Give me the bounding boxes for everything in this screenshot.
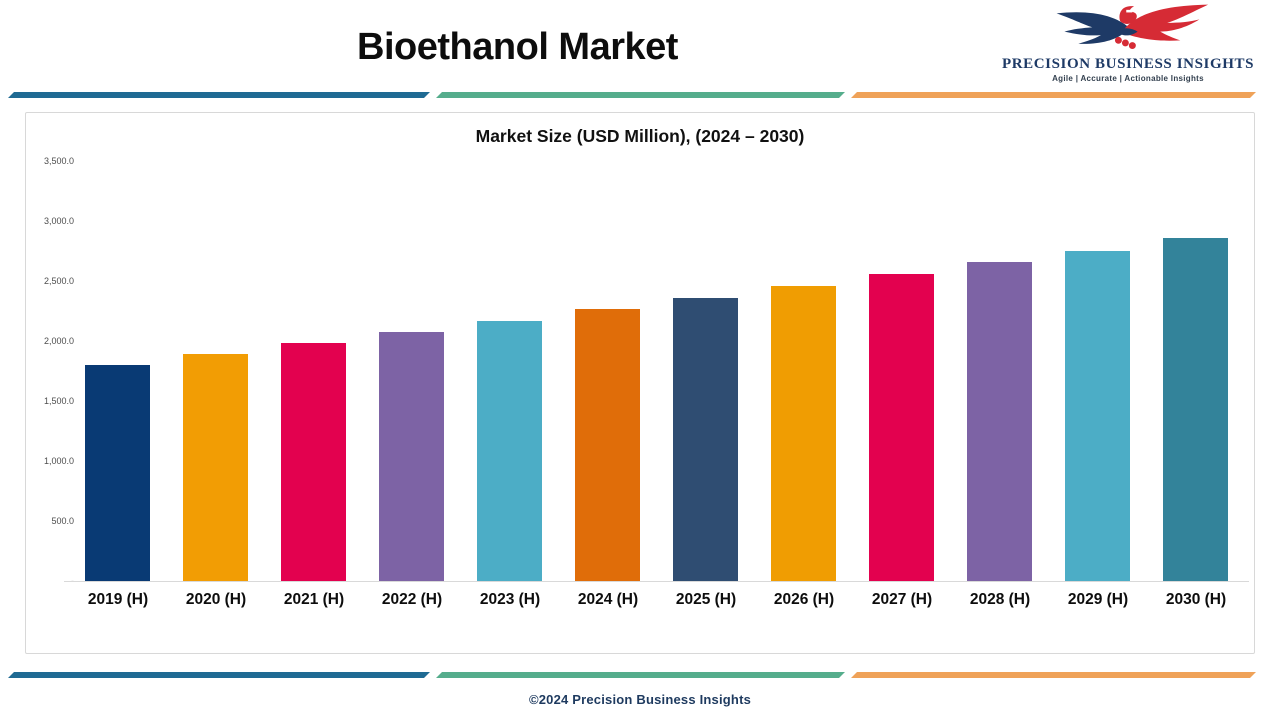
y-tick-label: 3,000.0: [43, 216, 74, 226]
x-axis-label: 2028 (H): [969, 591, 1031, 608]
y-tick-label: 2,500.0: [43, 276, 74, 286]
x-axis-label: 2020 (H): [185, 591, 247, 608]
divider-segment-green: [436, 92, 845, 98]
bar-slot: 2025 (H): [657, 113, 755, 653]
y-tick-label: 2,000.0: [43, 336, 74, 346]
top-divider: [0, 92, 1280, 98]
logo-name: PRECISION BUSINESS INSIGHTS: [1001, 56, 1255, 72]
bar-2024: [575, 309, 640, 581]
x-axis-label: 2025 (H): [675, 591, 737, 608]
x-axis-label: 2021 (H): [283, 591, 345, 608]
company-logo: PRECISION BUSINESS INSIGHTS Agile | Accu…: [982, 2, 1274, 83]
bar-2019: [85, 365, 150, 581]
bar-slot: 2024 (H): [559, 113, 657, 653]
y-tick-label: 1,500.0: [43, 396, 74, 406]
bar-slot: 2023 (H): [461, 113, 559, 653]
bar-2020: [183, 354, 248, 581]
bar-2027: [869, 274, 934, 581]
bar-2028: [967, 262, 1032, 581]
bar-slot: 2030 (H): [1147, 113, 1245, 653]
chart-title: Market Size (USD Million), (2024 – 2030): [475, 126, 805, 146]
y-tick-label: 1,000.0: [43, 456, 74, 466]
x-axis-label: 2029 (H): [1067, 591, 1129, 608]
y-tick-label: 3,500.0: [43, 156, 74, 166]
logo-tagline: Agile | Accurate | Actionable Insights: [1052, 74, 1204, 83]
bar-slot: 2019 (H): [69, 113, 167, 653]
x-axis-line: [64, 581, 1249, 582]
x-axis-label: 2023 (H): [479, 591, 541, 608]
bar-slot: 2021 (H): [265, 113, 363, 653]
eagle-logo-icon: [1056, 4, 1209, 50]
bar-2026: [771, 286, 836, 581]
footer-copyright: ©2024 Precision Business Insights: [528, 692, 752, 707]
divider-segment-orange: [851, 92, 1256, 98]
bar-2023: [477, 321, 542, 581]
bottom-divider: [0, 672, 1280, 678]
bar-slot: 2022 (H): [363, 113, 461, 653]
bar-2021: [281, 343, 346, 581]
bar-slot: 2020 (H): [167, 113, 265, 653]
x-axis-label: 2027 (H): [871, 591, 933, 608]
bar-slot: 2026 (H): [755, 113, 853, 653]
bar-2025: [673, 298, 738, 581]
divider-segment-blue: [8, 672, 430, 678]
divider-segment-blue: [8, 92, 430, 98]
divider-segment-green: [436, 672, 845, 678]
bar-2022: [379, 332, 444, 581]
bar-2029: [1065, 251, 1130, 581]
y-tick-label: 500.0: [51, 516, 74, 526]
bar-slot: 2027 (H): [853, 113, 951, 653]
x-axis-label: 2026 (H): [773, 591, 835, 608]
x-axis-label: 2022 (H): [381, 591, 443, 608]
bar-2030: [1163, 238, 1228, 581]
bar-slot: 2029 (H): [1049, 113, 1147, 653]
divider-segment-orange: [851, 672, 1256, 678]
x-axis-label: 2019 (H): [87, 591, 149, 608]
chart-panel: Market Size (USD Million), (2024 – 2030)…: [25, 112, 1255, 654]
x-axis-label: 2030 (H): [1165, 591, 1227, 608]
x-axis-label: 2024 (H): [577, 591, 639, 608]
page-title: Bioethanol Market: [357, 26, 678, 68]
bar-slot: 2028 (H): [951, 113, 1049, 653]
